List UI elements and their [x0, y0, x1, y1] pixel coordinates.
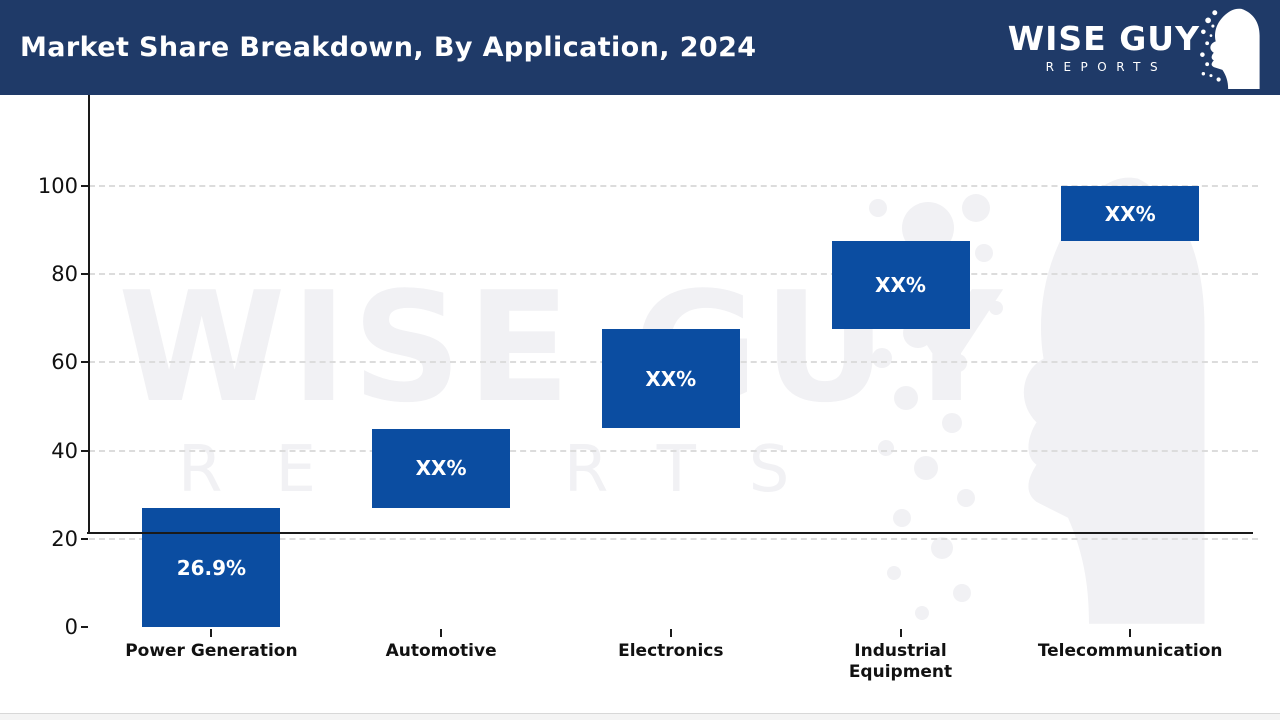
bar-value-label: XX% [1104, 201, 1156, 226]
category-label: Electronics [618, 641, 724, 661]
bar-telecommunication: XX% [1061, 186, 1200, 242]
logo-text: WISE GUY REPORTS [1008, 22, 1200, 74]
y-tick-label: 80 [51, 262, 78, 287]
category-label: Industrial Equipment [848, 641, 953, 682]
y-tick-label: 40 [51, 438, 78, 463]
y-axis-line [88, 70, 90, 534]
x-tick-mark [1129, 629, 1132, 637]
y-tick-mark [81, 626, 88, 628]
x-axis-line [87, 532, 1253, 534]
bottom-margin [0, 714, 1280, 720]
y-tick-mark [81, 537, 88, 540]
bottom-border [0, 713, 1280, 714]
gridline [89, 537, 1258, 540]
watermark-subtitle: REPORTS [178, 433, 843, 507]
gridline [89, 185, 1258, 187]
page-title: Market Share Breakdown, By Application, … [20, 32, 757, 63]
x-tick-mark [669, 629, 672, 637]
bar-electronics: XX% [601, 329, 740, 429]
bar-value-label: XX% [415, 456, 467, 481]
gridline [89, 273, 1258, 276]
bar-automotive: XX% [372, 428, 511, 509]
y-tick-mark [81, 361, 88, 364]
x-tick-mark [440, 629, 443, 637]
bar-industrial-equipment: XX% [831, 241, 970, 330]
wise-guy-logo: WISE GUY REPORTS [1008, 7, 1266, 89]
y-tick-label: 60 [51, 350, 78, 375]
category-label: Power Generation [125, 641, 298, 661]
y-tick-label: 100 [37, 174, 78, 198]
gridline [89, 449, 1258, 452]
x-tick-mark [899, 629, 902, 637]
bar-value-label: XX% [645, 366, 697, 391]
logo-head-icon [1200, 8, 1260, 89]
bar-value-label: XX% [875, 273, 926, 298]
logo-subtitle: REPORTS [1045, 59, 1168, 74]
y-tick-mark [81, 273, 88, 276]
category-label: Automotive [385, 641, 497, 661]
category-label: Telecommunication [1037, 641, 1223, 661]
y-tick-mark [81, 185, 88, 187]
y-tick-mark [81, 449, 88, 452]
header-band: Market Share Breakdown, By Application, … [0, 0, 1280, 95]
x-tick-mark [210, 629, 213, 637]
bar-power-generation: 26.9% [142, 508, 281, 627]
y-tick-label: 20 [51, 526, 78, 551]
bar-value-label: 26.9% [176, 555, 247, 580]
y-tick-label: 0 [64, 615, 78, 639]
logo-wordmark: WISE GUY [1007, 18, 1200, 58]
